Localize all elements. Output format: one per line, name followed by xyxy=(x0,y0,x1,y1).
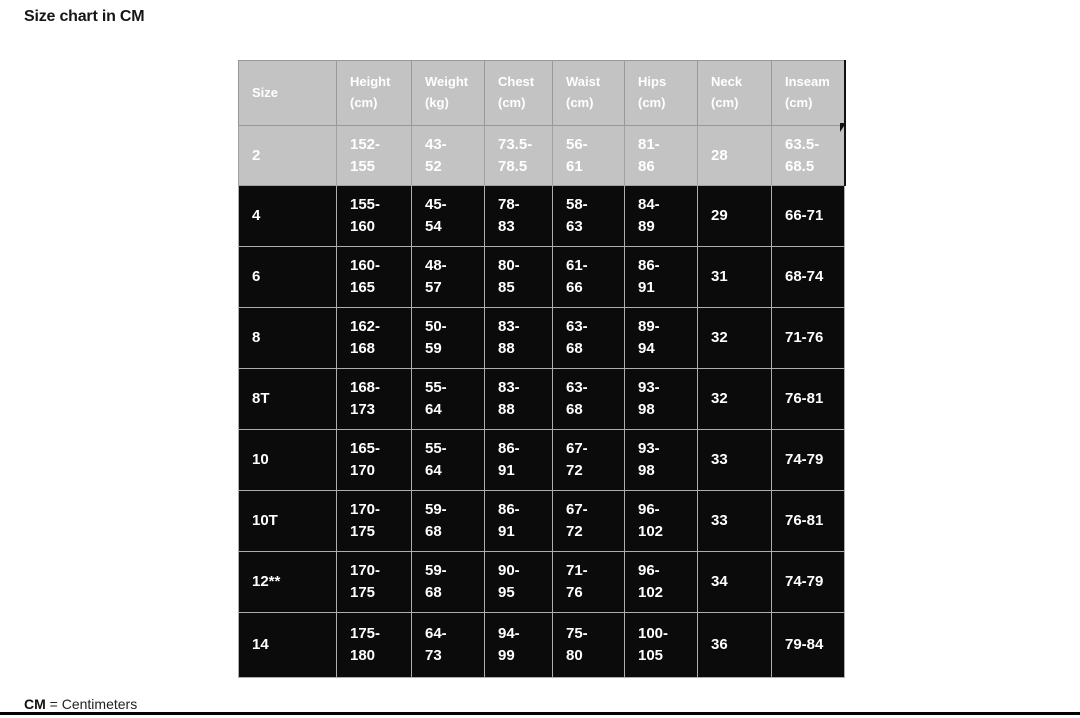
column-header-hips: Hips (cm) xyxy=(624,60,698,126)
cell-weight: 59- 68 xyxy=(411,490,485,552)
cell-inseam: 66-71 xyxy=(771,185,845,247)
cell-inseam: 76-81 xyxy=(771,490,845,552)
cell-chest: 83- 88 xyxy=(484,307,553,369)
cell-hips: 89- 94 xyxy=(624,307,698,369)
cell-chest: 83- 88 xyxy=(484,368,553,430)
cell-height: 170- 175 xyxy=(336,490,412,552)
cell-height: 160- 165 xyxy=(336,246,412,308)
column-header-weight: Weight (kg) xyxy=(411,60,485,126)
cell-weight: 55- 64 xyxy=(411,368,485,430)
column-header-height: Height (cm) xyxy=(336,60,412,126)
footnote-text: = Centimeters xyxy=(45,696,138,712)
cell-height: 168- 173 xyxy=(336,368,412,430)
cell-neck: 31 xyxy=(697,246,772,308)
cell-chest: 94- 99 xyxy=(484,612,553,678)
header-row: Size Height (cm) Weight (kg) Chest (cm) Wais… xyxy=(238,60,846,126)
cell-size: 12** xyxy=(238,551,337,613)
cell-inseam: 79-84 xyxy=(771,612,845,678)
cell-weight: 59- 68 xyxy=(411,551,485,613)
table-row-5: 10 165- 170 55- 64 86- 91 67- 72 93- 98 33 74-7… xyxy=(238,429,845,491)
cell-size: 14 xyxy=(238,612,337,678)
cell-hips: 93- 98 xyxy=(624,368,698,430)
cell-hips: 84- 89 xyxy=(624,185,698,247)
cell-inseam: 76-81 xyxy=(771,368,845,430)
cell-height: 165- 170 xyxy=(336,429,412,491)
cell-size: 4 xyxy=(238,185,337,247)
cell-inseam: 74-79 xyxy=(771,429,845,491)
cell-weight: 64- 73 xyxy=(411,612,485,678)
cell-weight: 48- 57 xyxy=(411,246,485,308)
cell-chest: 78- 83 xyxy=(484,185,553,247)
cell-waist: 75- 80 xyxy=(552,612,625,678)
cell-inseam: 63.5- 68.5 xyxy=(771,125,846,186)
column-header-inseam: Inseam (cm) xyxy=(771,60,846,126)
table-body: 2 152- 155 43- 52 73.5- 78.5 56- 61 81- 86 28 6… xyxy=(238,125,846,678)
cell-size: 6 xyxy=(238,246,337,308)
table-header: Size Height (cm) Weight (kg) Chest (cm) Wais… xyxy=(238,60,846,126)
cell-weight: 43- 52 xyxy=(411,125,485,186)
cell-waist: 61- 66 xyxy=(552,246,625,308)
table-row-3: 8 162- 168 50- 59 83- 88 63- 68 89- 94 32 71-76 xyxy=(238,307,845,369)
cell-inseam: 71-76 xyxy=(771,307,845,369)
column-header-chest: Chest (cm) xyxy=(484,60,553,126)
cell-height: 175- 180 xyxy=(336,612,412,678)
cell-hips: 100- 105 xyxy=(624,612,698,678)
cell-neck: 32 xyxy=(697,307,772,369)
cell-size: 8 xyxy=(238,307,337,369)
cell-hips: 93- 98 xyxy=(624,429,698,491)
cell-weight: 55- 64 xyxy=(411,429,485,491)
cell-neck: 36 xyxy=(697,612,772,678)
cell-chest: 80- 85 xyxy=(484,246,553,308)
cell-height: 152- 155 xyxy=(336,125,412,186)
table-row-7: 12** 170- 175 59- 68 90- 95 71- 76 96- 102 34 7… xyxy=(238,551,845,613)
cell-neck: 28 xyxy=(697,125,772,186)
cell-height: 155- 160 xyxy=(336,185,412,247)
cell-inseam: 74-79 xyxy=(771,551,845,613)
cell-inseam: 68-74 xyxy=(771,246,845,308)
cell-chest: 73.5- 78.5 xyxy=(484,125,553,186)
mouse-cursor-icon xyxy=(840,123,846,132)
cell-size: 2 xyxy=(238,125,337,186)
cell-waist: 67- 72 xyxy=(552,490,625,552)
cell-weight: 50- 59 xyxy=(411,307,485,369)
cell-neck: 33 xyxy=(697,429,772,491)
cell-hips: 96- 102 xyxy=(624,551,698,613)
cell-waist: 63- 68 xyxy=(552,368,625,430)
cell-weight: 45- 54 xyxy=(411,185,485,247)
cell-waist: 63- 68 xyxy=(552,307,625,369)
bottom-divider xyxy=(0,712,1080,715)
table-row-0: 2 152- 155 43- 52 73.5- 78.5 56- 61 81- 86 28 6… xyxy=(238,125,846,186)
footnote: CM = Centimeters xyxy=(24,696,137,712)
cell-waist: 67- 72 xyxy=(552,429,625,491)
cell-neck: 32 xyxy=(697,368,772,430)
table-row-8: 14 175- 180 64- 73 94- 99 75- 80 100- 105 36 79… xyxy=(238,612,845,678)
size-chart-table: Size Height (cm) Weight (kg) Chest (cm) Wais… xyxy=(238,60,846,678)
cell-neck: 33 xyxy=(697,490,772,552)
cell-waist: 56- 61 xyxy=(552,125,625,186)
footnote-abbr: CM xyxy=(24,696,46,712)
cell-size: 10T xyxy=(238,490,337,552)
cell-waist: 58- 63 xyxy=(552,185,625,247)
table-row-2: 6 160- 165 48- 57 80- 85 61- 66 86- 91 31 68-74 xyxy=(238,246,845,308)
column-header-size: Size xyxy=(238,60,337,126)
cell-height: 170- 175 xyxy=(336,551,412,613)
cell-chest: 86- 91 xyxy=(484,490,553,552)
column-header-neck: Neck (cm) xyxy=(697,60,772,126)
cell-size: 10 xyxy=(238,429,337,491)
cell-height: 162- 168 xyxy=(336,307,412,369)
table-row-1: 4 155- 160 45- 54 78- 83 58- 63 84- 89 29 66-71 xyxy=(238,185,845,247)
table-row-4: 8T 168- 173 55- 64 83- 88 63- 68 93- 98 32 76-8… xyxy=(238,368,845,430)
cell-waist: 71- 76 xyxy=(552,551,625,613)
cell-neck: 29 xyxy=(697,185,772,247)
cell-neck: 34 xyxy=(697,551,772,613)
cell-chest: 86- 91 xyxy=(484,429,553,491)
cell-hips: 96- 102 xyxy=(624,490,698,552)
cell-hips: 81- 86 xyxy=(624,125,698,186)
cell-size: 8T xyxy=(238,368,337,430)
column-header-waist: Waist (cm) xyxy=(552,60,625,126)
table-row-6: 10T 170- 175 59- 68 86- 91 67- 72 96- 102 33 76… xyxy=(238,490,845,552)
page-title: Size chart in CM xyxy=(24,8,145,25)
cell-hips: 86- 91 xyxy=(624,246,698,308)
cell-chest: 90- 95 xyxy=(484,551,553,613)
